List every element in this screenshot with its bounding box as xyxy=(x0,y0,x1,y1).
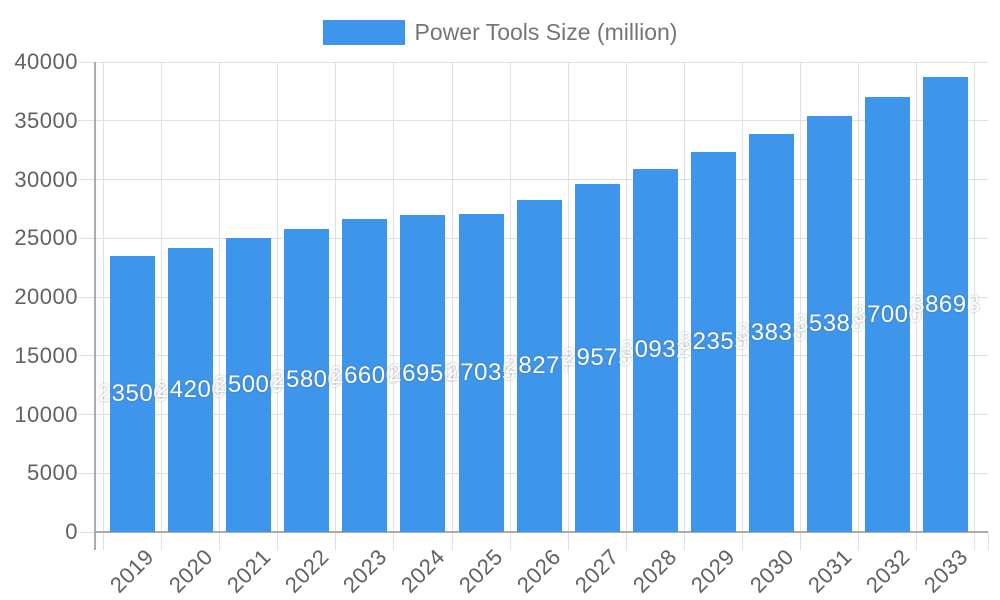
x-axis-tick-label: 2029 xyxy=(686,544,741,598)
x-axis-tick-label: 2024 xyxy=(395,544,450,598)
chart-legend[interactable]: Power Tools Size (million) xyxy=(0,20,1000,45)
y-axis-line xyxy=(94,62,96,550)
bar[interactable] xyxy=(807,116,853,532)
y-axis-tick-label: 10000 xyxy=(14,401,78,427)
bar-value-label: 32355 xyxy=(678,327,749,355)
bar-value-label: 24200 xyxy=(155,375,226,403)
y-axis-tick-label: 40000 xyxy=(14,49,78,74)
bar[interactable] xyxy=(284,228,330,532)
x-axis-tick-label: 2027 xyxy=(570,544,624,598)
y-axis-tick-label: 25000 xyxy=(14,225,78,251)
x-gridline xyxy=(509,62,511,550)
bar-value-label: 28277 xyxy=(504,351,574,379)
x-gridline xyxy=(742,62,743,550)
x-axis-tick-label: 2022 xyxy=(279,544,334,598)
bar-value-label: 23500 xyxy=(97,379,168,407)
y-tick-mark xyxy=(78,355,95,357)
bar-value-label: 33838 xyxy=(736,319,807,347)
y-tick-mark xyxy=(78,120,95,122)
legend-swatch-icon xyxy=(322,20,405,45)
y-axis-tick-label: 20000 xyxy=(14,284,78,309)
bar-value-label: 38693 xyxy=(911,290,981,318)
y-tick-mark xyxy=(78,531,95,533)
y-axis-tick-label: 5000 xyxy=(27,460,78,486)
x-axis-line xyxy=(95,531,988,533)
y-gridline xyxy=(95,61,988,63)
y-gridline xyxy=(95,179,988,180)
bar-value-label: 26950 xyxy=(388,359,458,387)
x-gridline xyxy=(393,62,395,550)
bar[interactable] xyxy=(342,219,388,532)
bar[interactable] xyxy=(865,97,911,532)
x-axis-tick-label: 2026 xyxy=(512,544,566,598)
bar[interactable] xyxy=(400,215,446,532)
y-axis-tick-label: 35000 xyxy=(14,107,78,133)
x-axis-tick-label: 2031 xyxy=(802,544,857,598)
x-axis-end-tick xyxy=(987,532,989,550)
x-gridline xyxy=(335,62,337,550)
x-axis-tick-label: 2030 xyxy=(744,544,799,598)
bar[interactable] xyxy=(690,151,736,532)
x-axis-tick-label: 2032 xyxy=(860,544,915,598)
x-gridline xyxy=(625,62,627,550)
bar-value-label: 25800 xyxy=(272,366,342,394)
bar-value-label: 30932 xyxy=(620,336,690,364)
legend-label: Power Tools Size (million) xyxy=(414,19,678,45)
bar[interactable] xyxy=(923,77,969,532)
bar[interactable] xyxy=(168,247,214,532)
x-axis-tick-label: 2033 xyxy=(918,544,973,598)
x-gridline xyxy=(916,62,918,550)
x-axis-tick-label: 2023 xyxy=(337,544,392,598)
bar[interactable] xyxy=(458,214,504,532)
bar-value-label: 37000 xyxy=(853,300,923,328)
x-gridline xyxy=(800,62,802,550)
x-axis-tick-label: 2028 xyxy=(628,544,683,598)
x-gridline xyxy=(277,62,279,550)
x-axis-tick-label: 2019 xyxy=(105,544,160,598)
y-axis-tick-label: 0 xyxy=(65,519,78,544)
bar[interactable] xyxy=(516,199,562,532)
y-tick-mark xyxy=(78,179,95,180)
bar-value-label: 35388 xyxy=(795,310,865,338)
x-axis-tick-label: 2021 xyxy=(221,544,276,598)
y-axis-tick-label: 15000 xyxy=(14,342,78,368)
bar[interactable] xyxy=(749,134,795,532)
x-axis-tick-label: 2020 xyxy=(163,544,218,598)
y-tick-mark xyxy=(78,414,95,415)
x-gridline xyxy=(567,62,569,550)
x-gridline xyxy=(451,62,453,550)
bar[interactable] xyxy=(574,184,620,532)
y-tick-mark xyxy=(78,296,95,298)
bar[interactable] xyxy=(226,238,272,532)
bar-value-label: 27035 xyxy=(446,359,516,387)
x-gridline xyxy=(683,62,685,550)
x-gridline xyxy=(858,62,860,550)
x-gridline xyxy=(161,62,162,550)
y-axis-tick-label: 30000 xyxy=(14,166,78,192)
bar-value-label: 29575 xyxy=(562,344,632,372)
bar[interactable] xyxy=(109,255,155,532)
x-gridline xyxy=(974,62,976,550)
bar[interactable] xyxy=(632,168,678,532)
bar-value-label: 25000 xyxy=(214,371,284,399)
x-axis-tick-label: 2025 xyxy=(454,544,508,598)
y-tick-mark xyxy=(78,237,95,239)
y-tick-mark xyxy=(78,61,95,63)
y-tick-mark xyxy=(78,472,95,474)
y-gridline xyxy=(95,120,988,122)
x-gridline xyxy=(219,62,221,550)
bar-value-label: 26600 xyxy=(330,361,400,389)
x-gridline xyxy=(102,62,104,550)
